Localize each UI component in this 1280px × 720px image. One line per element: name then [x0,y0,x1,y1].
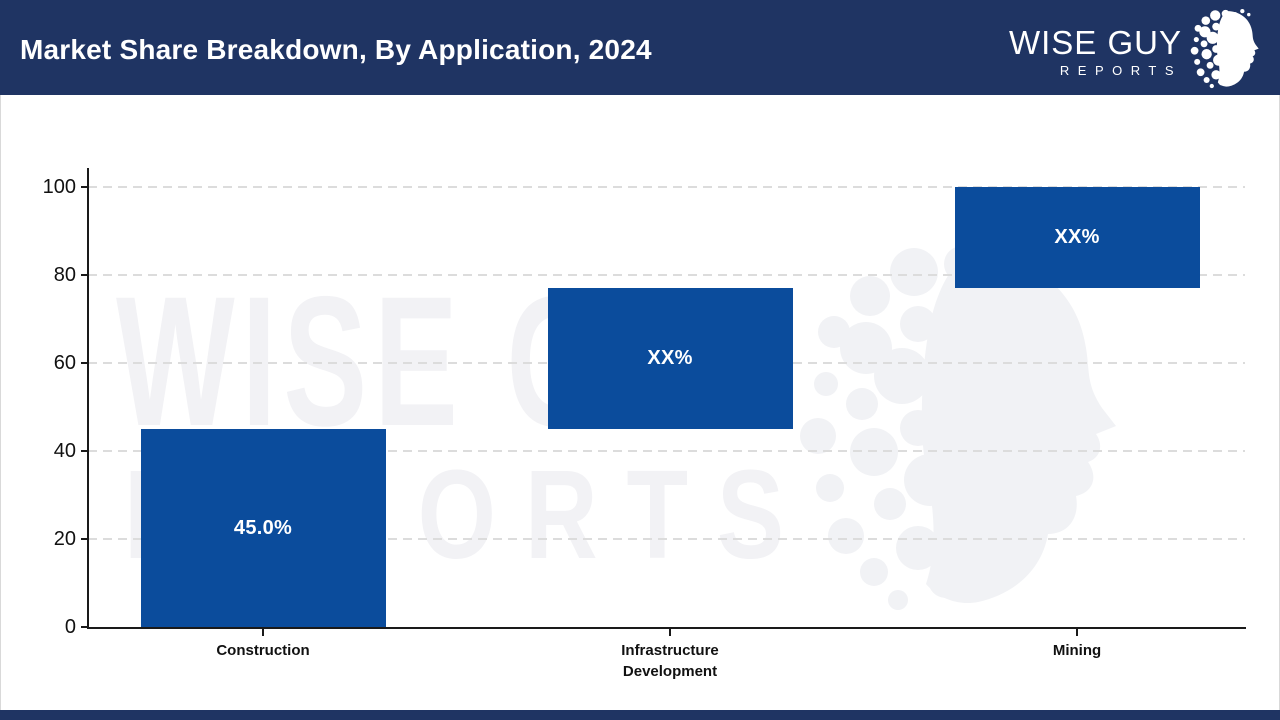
logo-subtext: REPORTS [1059,63,1182,78]
logo-dotted-face-icon [1190,9,1259,89]
footer-brand-strip [0,710,1280,720]
x-tick-mark-1 [669,629,671,636]
y-tick-label-40: 40 [53,440,76,462]
y-tick-mark-20 [81,538,88,540]
y-axis-line [87,168,89,629]
bar-construction: 45.0% [140,429,386,627]
bar-infrastructure-development: XX% [547,288,793,429]
y-tick-label-80: 80 [53,264,76,286]
bar-value-label: 45.0% [233,516,293,539]
bar-value-label: XX% [647,347,693,370]
x-category-label-construction: Construction [216,642,310,659]
gridline-80 [88,274,1245,276]
gridline-40 [88,450,1245,452]
wise-guy-reports-logo: WISE GUY REPORTS [1009,4,1274,92]
bar-mining: XX% [954,187,1200,289]
y-tick-label-20: 20 [53,528,76,550]
y-tick-label-60: 60 [53,352,76,374]
x-tick-mark-2 [1076,629,1078,636]
bar-value-label: XX% [1054,226,1100,249]
header-bar: Market Share Breakdown, By Application, … [0,0,1280,95]
y-tick-mark-100 [81,186,88,188]
y-tick-mark-40 [81,450,88,452]
x-tick-mark-0 [262,629,264,636]
chart-title: Market Share Breakdown, By Application, … [20,34,652,65]
gridline-100 [88,186,1245,188]
x-axis-line [87,627,1246,629]
y-tick-label-0: 0 [64,616,76,638]
y-tick-mark-80 [81,274,88,276]
x-category-label-mining: Mining [1052,642,1102,659]
logo-wordmark: WISE GUY [1008,24,1182,61]
y-tick-mark-60 [81,362,88,364]
gridline-20 [88,538,1245,540]
x-category-label-infrastructure-development: Infrastructure Development [621,642,719,680]
left-border [0,95,1,710]
y-tick-mark-0 [81,626,88,628]
y-tick-label-100: 100 [42,176,76,198]
